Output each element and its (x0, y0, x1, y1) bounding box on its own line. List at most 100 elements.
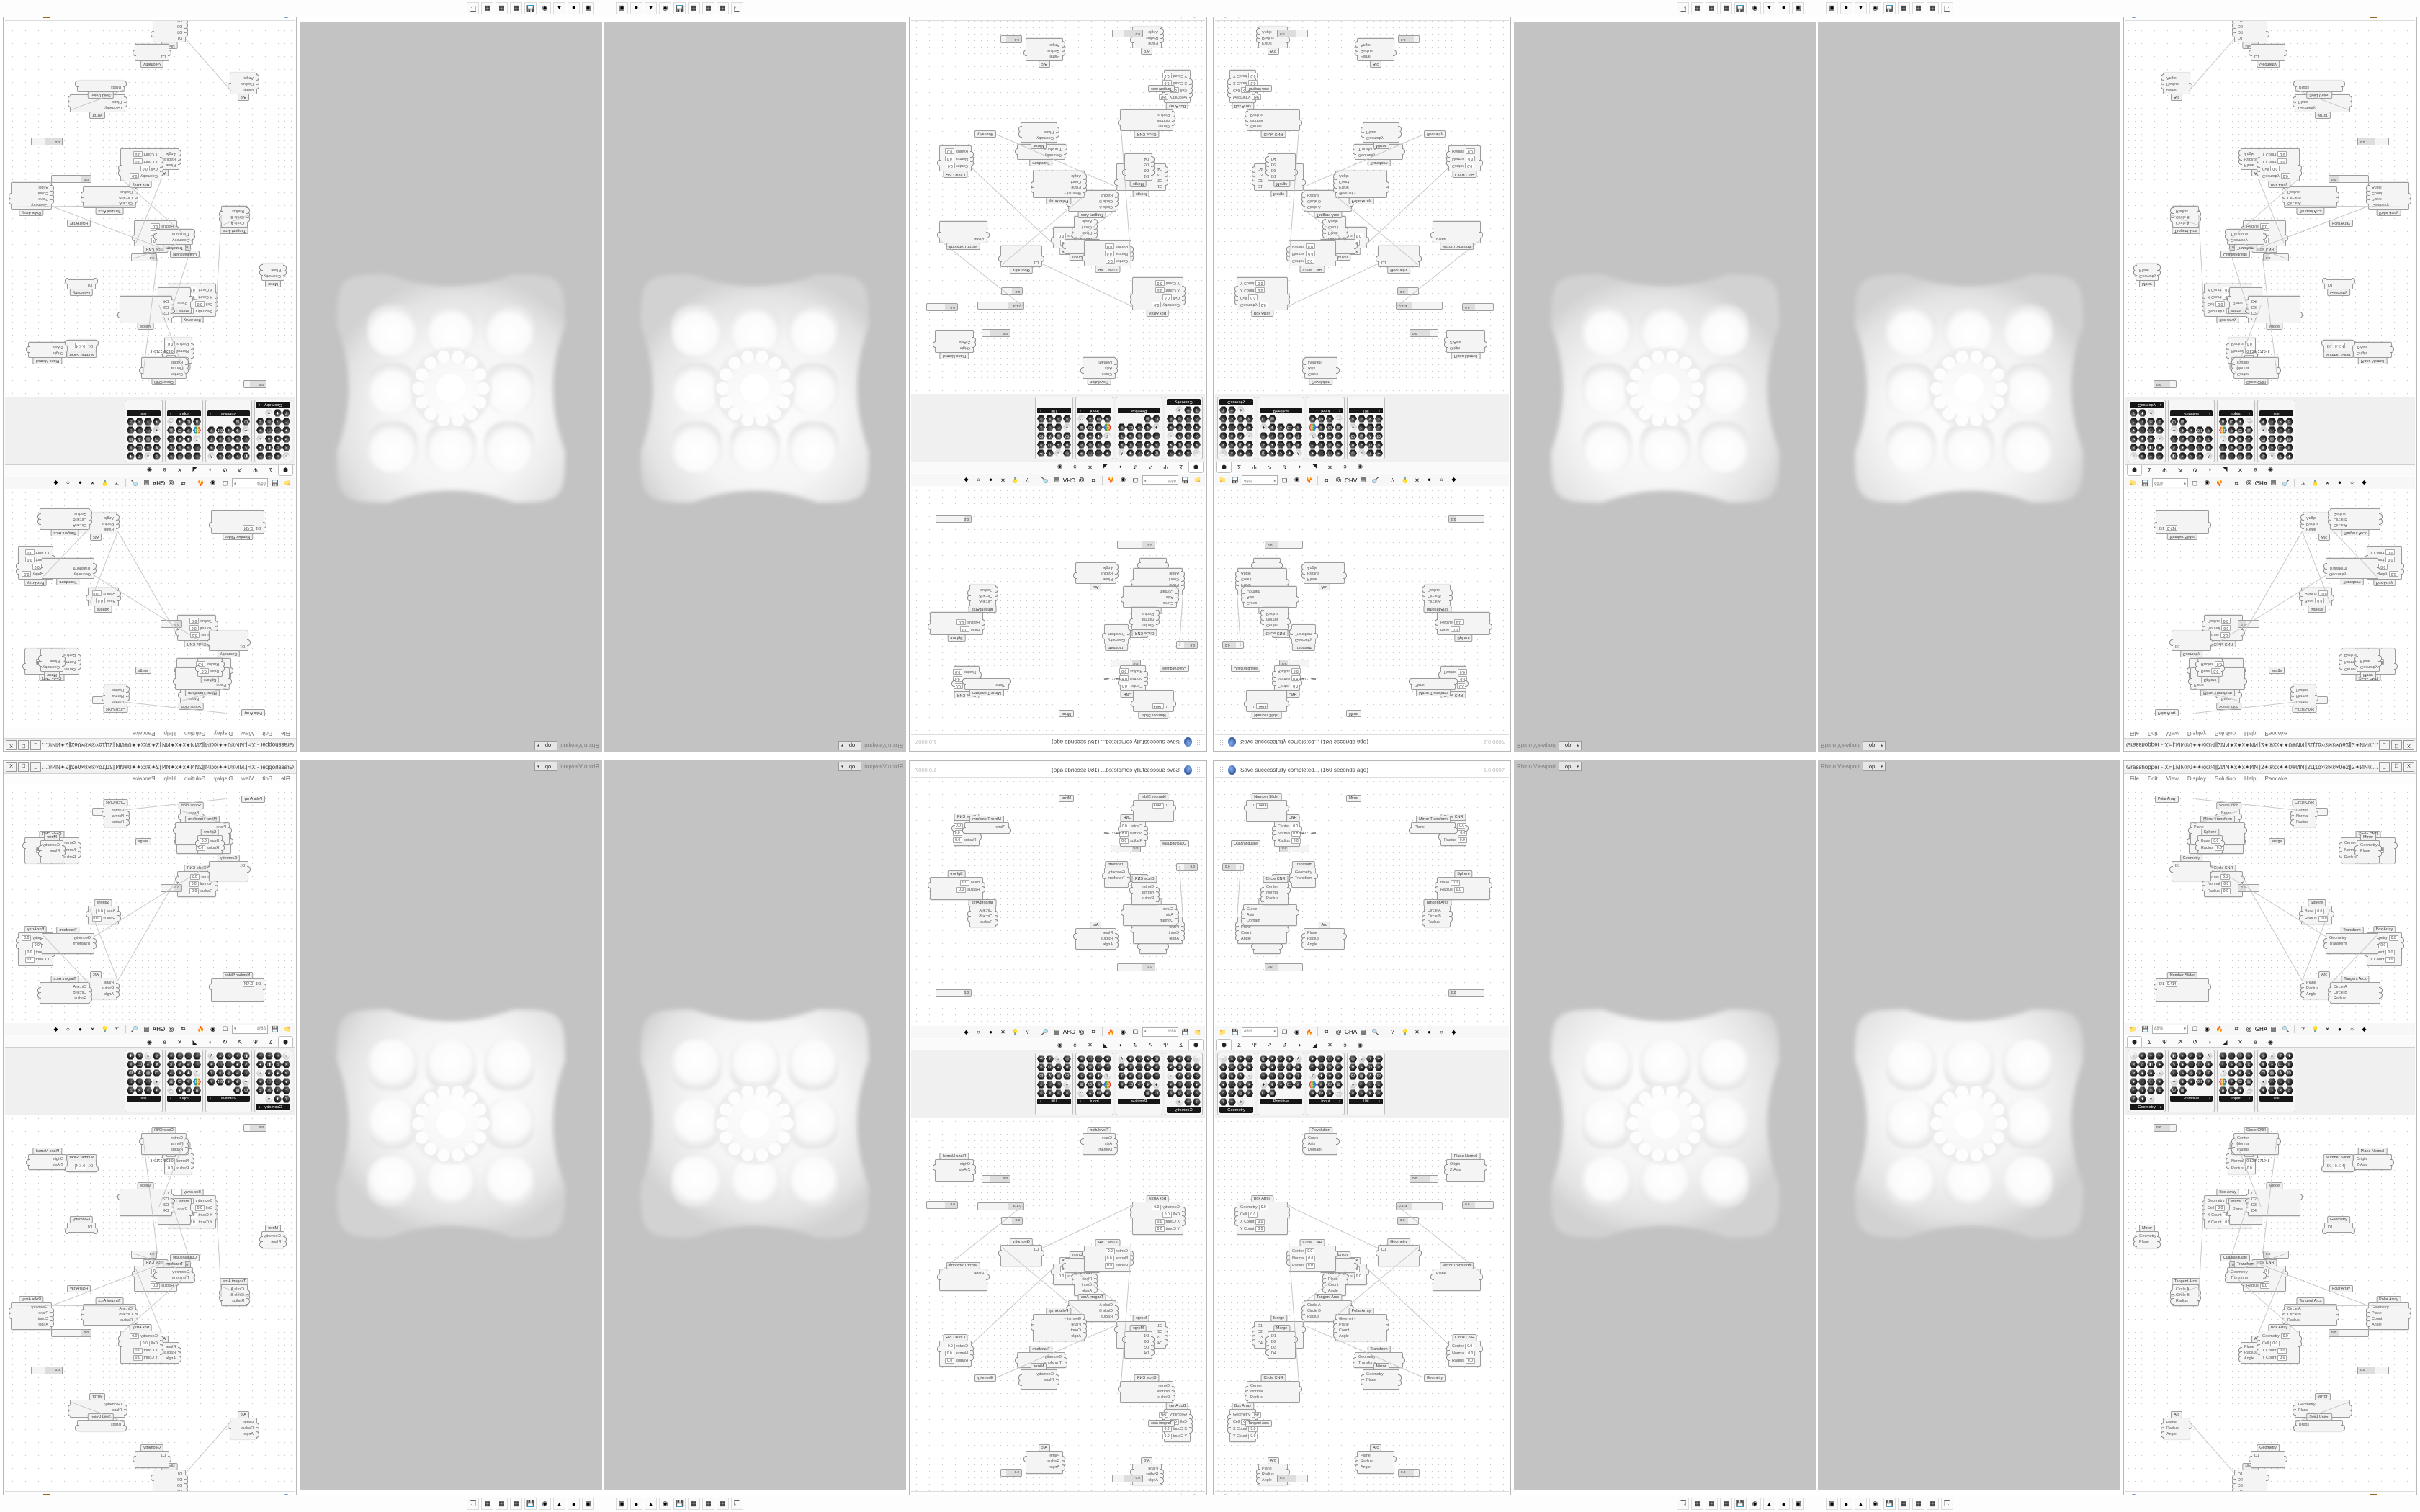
gh-node-circle-cnr[interactable]: Circle CNR Center Normal Radius (1245, 109, 1302, 138)
component-icon[interactable]: ◔ (2268, 1086, 2276, 1094)
component-icon[interactable]: ◈ (1286, 1055, 1294, 1063)
component-icon[interactable]: ◎ (2236, 1061, 2244, 1068)
component-icon[interactable]: ❄ (1326, 432, 1334, 440)
number-slider[interactable]: 0.0 (51, 175, 91, 183)
zoom-level-combo[interactable]: 88% ▾ (232, 478, 268, 488)
input-port[interactable] (1165, 1339, 1168, 1346)
maths-tab[interactable]: Σ (269, 467, 272, 474)
zoom-level-combo[interactable]: 88% ▾ (2152, 478, 2188, 488)
component-icon[interactable]: ◜ (2170, 1069, 2178, 1077)
component-icon[interactable]: ✚ (1260, 1081, 1268, 1089)
component-icon[interactable]: # (1294, 1081, 1302, 1089)
component-icon[interactable]: ▤ (2245, 426, 2253, 434)
component-icon[interactable]: ◑ (1095, 1063, 1103, 1071)
files-icon[interactable]: ▣ (616, 1498, 628, 1510)
transform-tab[interactable]: ɘ (1073, 1041, 1077, 1048)
component-icon[interactable]: 7 (2219, 435, 2227, 443)
sets-tab[interactable]: Ψ (253, 1038, 258, 1045)
output-port[interactable] (2189, 1423, 2192, 1429)
output-port[interactable] (1479, 1346, 1483, 1352)
zoom-extents-button[interactable]: ❐ (222, 480, 228, 487)
param-value[interactable]: 0.0 (1291, 838, 1301, 844)
help-button[interactable]: ? (1391, 477, 1394, 484)
output-port[interactable] (1080, 1138, 1084, 1145)
library-group-geometry[interactable]: ○ □ ✶ ◔ ✕ ▱ ◧ ➤ ↗ ◈ A ∿ ● ⬛ ⓘ ✳ ◜ ◑ ◎ ɕ 7 ✚ ❄ Geometry ↓ (1165, 1053, 1203, 1115)
component-icon[interactable]: ID (127, 435, 135, 443)
vector-tab[interactable]: ↗ (1267, 464, 1272, 471)
gh-canvas-toolbar-right[interactable]: 📁 💾 88% ▾ ❐ ◉ 🔥 ⧉ @ GHA ▤ 🔍? 💡 ⨯ ● ○ ◆ (5, 477, 295, 489)
param-value[interactable]: 0.0 (133, 151, 143, 157)
component-icon[interactable]: ➤ (1268, 1055, 1276, 1063)
output-port[interactable] (26, 1159, 30, 1166)
input-port[interactable] (1160, 1477, 1164, 1484)
menu-item-display[interactable]: Display (213, 730, 233, 737)
lamp-button[interactable]: 💡 (1401, 1028, 1409, 1035)
component-icon[interactable]: ◎ (1277, 432, 1285, 440)
component-icon[interactable]: # (2228, 1078, 2236, 1086)
component-icon[interactable]: ⓘ (2196, 444, 2204, 451)
component-icon[interactable]: ✚ (1317, 432, 1325, 440)
component-icon[interactable]: ◑ (1095, 441, 1103, 449)
number-slider[interactable]: 0.0 (1277, 30, 1308, 37)
component-icon[interactable]: □ (274, 1052, 282, 1060)
component-icon[interactable]: ∿ (1260, 441, 1268, 449)
component-icon[interactable]: C/ (1063, 1072, 1071, 1080)
component-icon[interactable]: ◈ (1228, 432, 1236, 440)
param-value[interactable]: 0.0 (2221, 625, 2231, 631)
curve-tab[interactable]: ↺ (223, 1038, 228, 1045)
menu-item-edit[interactable]: Edit (2147, 730, 2158, 737)
component-icon[interactable]: ⬛ (1184, 423, 1192, 431)
param-value[interactable]: 0.0 (1353, 1274, 1363, 1279)
save-file-button[interactable]: 💾 (2141, 1025, 2149, 1032)
component-icon[interactable]: 0.1 (216, 426, 224, 434)
component-icon[interactable]: ● (1219, 1081, 1227, 1089)
output-port[interactable] (139, 367, 143, 374)
component-icon[interactable]: A (265, 1069, 273, 1077)
input-port[interactable] (263, 522, 266, 528)
component-icon[interactable]: ❄ (1268, 1081, 1276, 1089)
output-port[interactable] (1118, 680, 1121, 686)
library-category-tabs[interactable]: ⬢ Σ Ψ ↗ ↺ ◗ ◢ ✕ ɘ ◉ (2125, 464, 2415, 476)
zoom-extents-button[interactable]: ❐ (2192, 480, 2198, 487)
param-value[interactable]: 0.0 (1119, 668, 1129, 674)
menu-item-file[interactable]: File (281, 730, 290, 737)
component-icon[interactable]: ❄ (1349, 1063, 1357, 1071)
input-port[interactable] (2225, 229, 2228, 235)
component-icon[interactable]: ID (127, 1069, 135, 1077)
component-icon[interactable]: ○ (1046, 423, 1054, 431)
output-port[interactable] (1082, 255, 1085, 261)
terminal-icon-1[interactable]: ▦ (717, 1498, 729, 1510)
gh-menubar-right[interactable]: File Edit View Display Solution Help Pancake (4, 729, 296, 738)
component-icon[interactable]: ◕ (2187, 426, 2195, 434)
param-value[interactable]: 0.0 (1451, 880, 1461, 886)
output-port[interactable] (1465, 825, 1469, 832)
gh-chip-merge[interactable]: Merge (2269, 667, 2285, 674)
output-port[interactable] (2349, 96, 2352, 102)
component-icon[interactable]: ❄ (2236, 1069, 2244, 1077)
document-props-button[interactable]: ▤ (2270, 480, 2277, 487)
output-port[interactable] (1023, 50, 1027, 56)
param-value[interactable]: 0.414 (2165, 981, 2178, 987)
component-icon[interactable]: ◑ (233, 1069, 241, 1077)
menu-item-solution[interactable]: Solution (184, 730, 205, 737)
component-icon[interactable]: ∿ (242, 444, 250, 451)
component-icon[interactable]: □ (1375, 1081, 1383, 1089)
expand-arrow-icon[interactable]: ↓ (2208, 411, 2210, 415)
component-icon[interactable]: ID (2228, 418, 2236, 426)
component-icon[interactable]: ✳ (1167, 1081, 1175, 1089)
component-icon[interactable]: # (207, 1078, 215, 1086)
component-icon[interactable]: ⬛ (1095, 449, 1103, 457)
input-port[interactable] (2231, 359, 2235, 365)
component-icon[interactable]: □ (2285, 1078, 2293, 1086)
param-value[interactable]: 0.0 (2385, 950, 2396, 955)
component-icon[interactable]: ◔ (1358, 415, 1366, 423)
output-port[interactable] (1018, 1380, 1022, 1386)
component-icon[interactable]: ❄ (1063, 441, 1071, 449)
